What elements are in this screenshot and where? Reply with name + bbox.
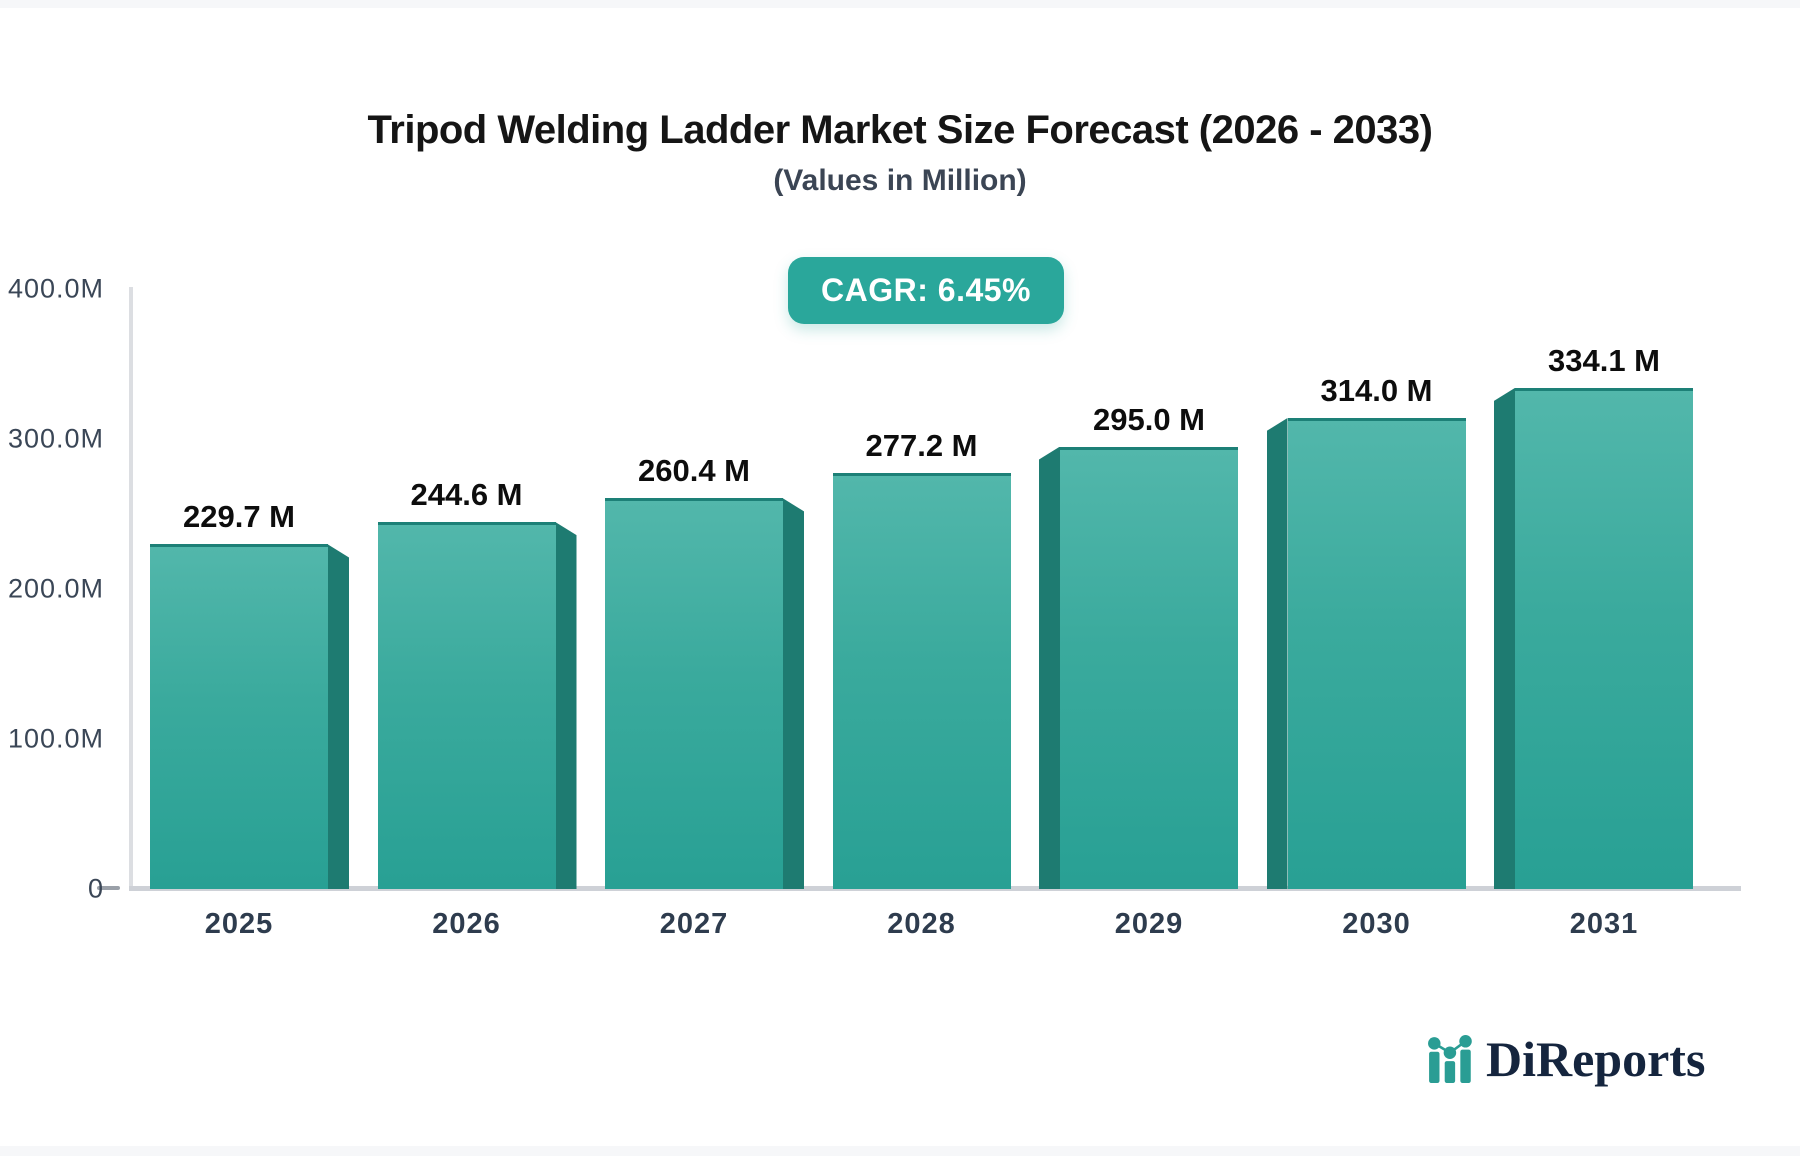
chart-subtitle: (Values in Million): [773, 164, 1027, 197]
page-bottom-edge: [0, 1146, 1800, 1156]
bar-2028: [832, 473, 1011, 889]
direports-logo: DiReports: [1428, 1030, 1705, 1088]
cagr-badge-label: CAGR: 6.45%: [821, 272, 1031, 308]
bar-3d-side-2026: [555, 522, 577, 889]
x-axis-category-label: 2025: [204, 908, 274, 940]
x-axis-category-label: 2027: [659, 908, 729, 940]
logo-text: DiReports: [1486, 1031, 1706, 1087]
y-axis-line: [129, 287, 133, 889]
bar-value-label: 260.4 M: [637, 453, 751, 489]
zero-tick-mark: [97, 886, 120, 890]
bar-3d-side-2031: [1494, 387, 1515, 889]
bar-value-label: 277.2 M: [865, 428, 978, 464]
bar-value-label: 334.1 M: [1547, 342, 1661, 378]
bar-2027: [605, 498, 783, 889]
bar-value-label: 244.6 M: [410, 477, 523, 513]
cagr-badge: CAGR: 6.45%: [788, 257, 1064, 324]
x-axis-category-label: 2026: [432, 908, 501, 940]
y-axis-tick-label: 400.0M: [7, 273, 104, 304]
y-axis-tick-label: 100.0M: [7, 723, 104, 754]
bar-value-label: 229.7 M: [182, 499, 296, 535]
bar-3d-side-2027: [783, 498, 804, 889]
bar-value-label: 314.0 M: [1320, 373, 1433, 408]
bar-3d-side-2030: [1266, 418, 1288, 889]
x-axis-category-label: 2031: [1569, 908, 1639, 940]
chart-title: Tripod Welding Ladder Market Size Foreca…: [367, 108, 1433, 152]
bar-2026: [377, 522, 556, 889]
page-top-edge: [0, 0, 1800, 8]
x-axis-category-label: 2029: [1114, 908, 1184, 940]
bar-2031: [1515, 387, 1693, 889]
bar-2029: [1060, 446, 1238, 889]
x-axis-category-label: 2028: [887, 908, 956, 940]
bar-2025: [150, 544, 328, 889]
bar-3d-side-2029: [1039, 446, 1060, 889]
x-axis-category-label: 2030: [1342, 908, 1411, 940]
bar-3d-side-2025: [328, 544, 349, 889]
y-axis-tick-label: 300.0M: [7, 423, 104, 454]
bar-2030: [1287, 418, 1466, 889]
bar-value-label: 295.0 M: [1092, 401, 1206, 437]
y-axis-tick-label: 0: [87, 873, 104, 904]
y-axis-tick-label: 200.0M: [7, 573, 104, 604]
mini-bar-chart-trend-icon: [1428, 1035, 1472, 1083]
